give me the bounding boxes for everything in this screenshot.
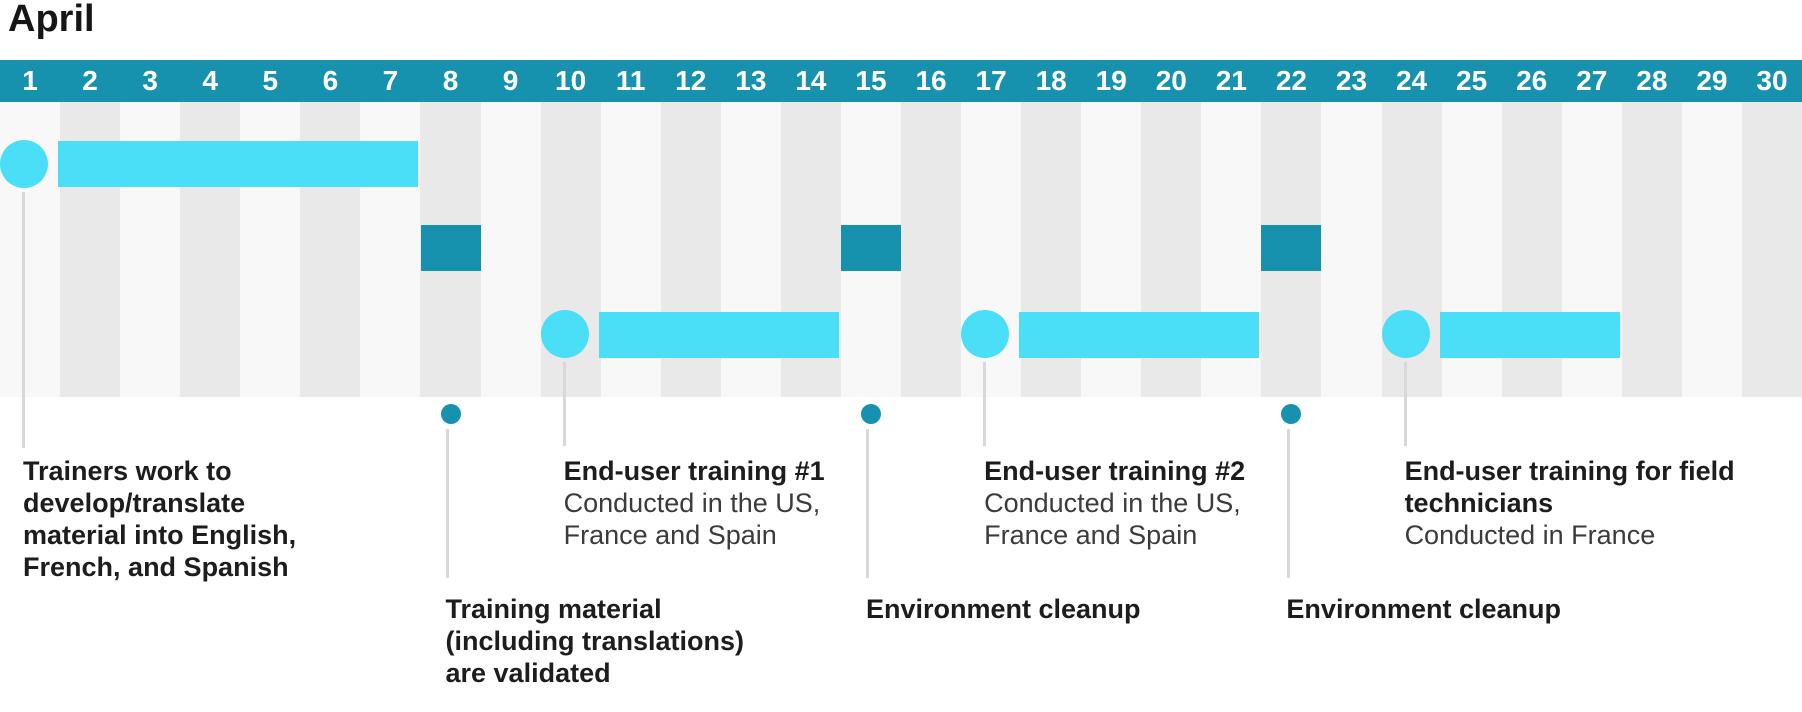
day-header-bar: 1 2 3 4 5 6 7 8 9 10 11 12 13 14 15 16 17 18 19 20 21 22 23 24 2…: [0, 60, 1802, 102]
day-label: 5: [262, 65, 279, 96]
task-label: End-user training #1 Conducted in the US,…: [564, 455, 894, 551]
day-label: 14: [795, 65, 827, 96]
day-label: 28: [1636, 65, 1668, 96]
task-label: End-user training for field technicians C…: [1405, 455, 1735, 551]
milestone-square: [840, 225, 901, 271]
task-bar: [1439, 312, 1620, 358]
task-title: End-user training #2: [984, 456, 1246, 486]
page-title: April: [8, 0, 95, 40]
task-desc: Conducted in the US, France and Spain: [984, 488, 1241, 550]
day-label: 30: [1756, 65, 1788, 96]
task-label: End-user training #2 Conducted in the US,…: [984, 455, 1314, 551]
milestone-title: Environment cleanup: [1286, 594, 1561, 624]
day-label: 18: [1035, 65, 1067, 96]
day-stripe: [1621, 102, 1682, 397]
day-label: 21: [1215, 65, 1247, 96]
milestone-dot: [440, 404, 461, 424]
day-label: 8: [442, 65, 459, 96]
day-label: 9: [502, 65, 519, 96]
milestone-connector-line: [1286, 429, 1290, 578]
task-label: Trainers work to develop/translate mater…: [23, 455, 353, 583]
milestone-square: [1261, 225, 1322, 271]
milestone-label: Environment cleanup: [1286, 593, 1616, 625]
day-label: 1: [22, 65, 38, 96]
milestone-label: Environment cleanup: [866, 593, 1196, 625]
milestone-connector-line: [446, 429, 449, 578]
day-label: 10: [555, 65, 587, 96]
day-label: 19: [1095, 65, 1127, 96]
day-label: 6: [322, 65, 339, 96]
milestone-connector-line: [866, 429, 870, 578]
task-connector-line: [562, 362, 566, 446]
day-label: 26: [1516, 65, 1548, 96]
day-label: 12: [675, 65, 707, 96]
day-label: 24: [1395, 65, 1428, 96]
day-stripe: [901, 102, 962, 397]
task-start-circle: [961, 310, 1010, 358]
milestone-square: [420, 225, 481, 271]
task-start-circle: [0, 140, 49, 188]
day-label: 11: [615, 65, 646, 96]
task-title: End-user training for field technicians: [1404, 456, 1735, 518]
milestone-title: Environment cleanup: [865, 594, 1141, 624]
task-desc: Conducted in France: [1404, 520, 1656, 550]
day-label: 13: [735, 65, 767, 96]
task-desc: Conducted in the US, France and Spain: [563, 488, 821, 550]
task-start-circle: [1381, 310, 1430, 358]
day-label: 4: [202, 65, 218, 96]
day-label: 16: [915, 65, 947, 96]
task-connector-line: [1403, 362, 1407, 446]
task-connector-line: [22, 192, 26, 448]
day-label: 20: [1155, 65, 1187, 96]
milestone-title: Training material (including translation…: [445, 594, 745, 688]
day-stripe: [1741, 102, 1802, 397]
task-title: Trainers work to develop/translate mater…: [23, 456, 297, 582]
day-label: 2: [82, 65, 98, 96]
task-title: End-user training #1: [563, 456, 825, 486]
milestone-dot: [860, 404, 881, 424]
day-label: 7: [382, 65, 399, 96]
day-label: 27: [1576, 65, 1608, 96]
day-label: 23: [1335, 65, 1368, 96]
task-bar: [1019, 312, 1260, 358]
day-label: 25: [1456, 65, 1488, 96]
day-label: 22: [1275, 65, 1307, 96]
day-label: 3: [142, 65, 158, 96]
task-start-circle: [540, 310, 589, 358]
task-connector-line: [983, 362, 987, 446]
milestone-label: Training material (including translation…: [446, 593, 776, 689]
task-bar: [598, 312, 839, 358]
task-bar: [58, 141, 419, 187]
day-label: 29: [1696, 65, 1728, 96]
milestone-dot: [1281, 404, 1302, 424]
day-label: 17: [975, 65, 1007, 96]
day-label: 15: [855, 65, 887, 96]
